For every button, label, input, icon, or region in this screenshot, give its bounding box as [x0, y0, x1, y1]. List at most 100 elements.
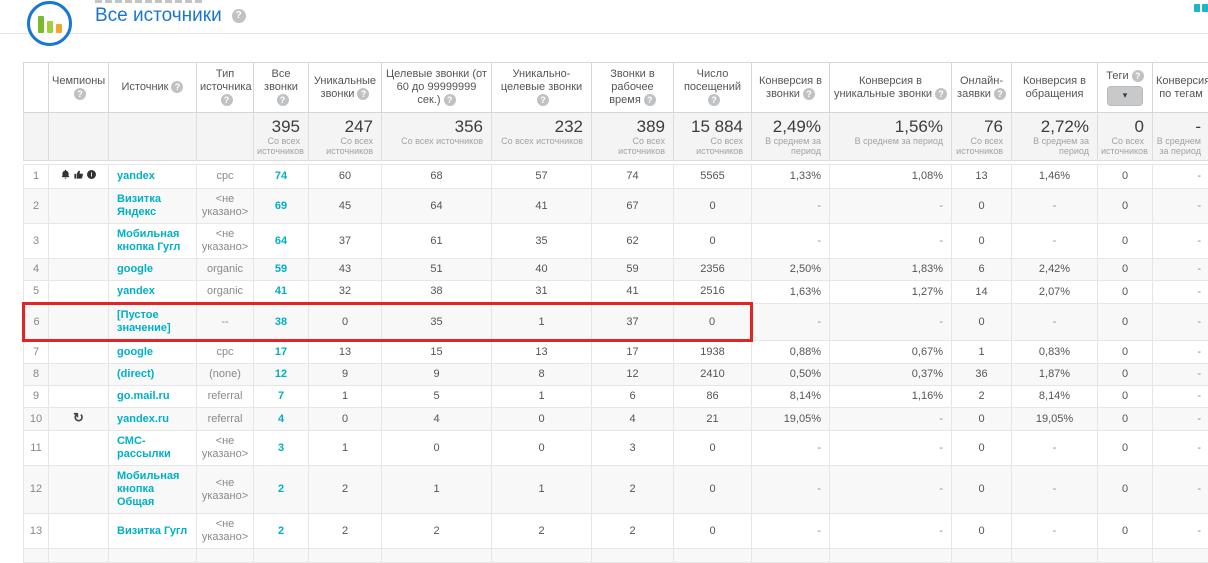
- bell-icon[interactable]: [60, 169, 71, 184]
- all-calls-link[interactable]: 74: [275, 170, 287, 182]
- info-icon[interactable]: i: [86, 169, 97, 184]
- cell-source[interactable]: yandex.ru: [109, 408, 197, 431]
- all-calls-link[interactable]: 2: [278, 525, 284, 537]
- help-icon[interactable]: ?: [74, 88, 86, 100]
- help-icon[interactable]: ?: [708, 94, 720, 106]
- source-link[interactable]: Визитка Яндекс: [117, 193, 161, 218]
- cell-conv_unique_calls: -: [830, 408, 952, 431]
- cell-champions: [49, 304, 109, 341]
- row-number: 10: [24, 408, 49, 431]
- column-label: Уникально-целевые звонки: [501, 68, 582, 93]
- summary-cell-champions: [49, 113, 109, 161]
- row-number: 6: [24, 304, 49, 341]
- all-calls-link[interactable]: 7: [278, 390, 284, 402]
- summary-value: 232: [495, 117, 583, 136]
- tags-filter-button[interactable]: ▾: [1107, 86, 1143, 106]
- all-calls-link[interactable]: 2: [278, 483, 284, 495]
- cell-source[interactable]: go.mail.ru: [109, 386, 197, 408]
- cell-source[interactable]: (direct): [109, 364, 197, 386]
- cell-all_calls[interactable]: 74: [254, 165, 309, 189]
- cell-all_calls[interactable]: 2: [254, 514, 309, 549]
- help-icon[interactable]: ?: [444, 94, 456, 106]
- cell-all_calls[interactable]: 12: [254, 364, 309, 386]
- all-calls-link[interactable]: 41: [275, 285, 287, 297]
- all-calls-link[interactable]: 17: [275, 346, 287, 358]
- source-link[interactable]: (direct): [117, 368, 154, 380]
- summary-cell-source: [109, 113, 197, 161]
- all-calls-link[interactable]: 4: [278, 413, 284, 425]
- source-link[interactable]: yandex: [117, 170, 155, 182]
- cell-conv_appeals: 1,87%: [1012, 364, 1098, 386]
- cell-unique_calls: 2: [309, 466, 382, 514]
- cell-source[interactable]: yandex: [109, 281, 197, 304]
- cell-source[interactable]: Визитка Яндекс: [109, 189, 197, 224]
- refresh-icon[interactable]: ↻: [73, 412, 84, 424]
- all-calls-link[interactable]: 69: [275, 200, 287, 212]
- cell-source[interactable]: СМС-рассылки: [109, 431, 197, 466]
- source-link[interactable]: Мобильная кнопка Общая: [117, 470, 179, 508]
- cell-source[interactable]: google: [109, 341, 197, 364]
- row-number: 4: [24, 259, 49, 281]
- help-icon[interactable]: ?: [935, 88, 947, 100]
- help-icon[interactable]: ?: [357, 88, 369, 100]
- source-link[interactable]: yandex: [117, 285, 155, 297]
- cell-source[interactable]: yandex: [109, 165, 197, 189]
- summary-caption: Со всех источников: [495, 136, 583, 146]
- cell-type: (none): [197, 364, 254, 386]
- cell-all_calls[interactable]: 4: [254, 408, 309, 431]
- column-label: Конверсия в уникальные звонки: [834, 75, 932, 100]
- cell-unique_calls: 45: [309, 189, 382, 224]
- help-icon[interactable]: ?: [537, 94, 549, 106]
- all-calls-link[interactable]: 12: [275, 368, 287, 380]
- cell-unique_calls: 13: [309, 341, 382, 364]
- source-link[interactable]: Визитка Гугл: [117, 525, 187, 537]
- cell-all_calls[interactable]: 2: [254, 466, 309, 514]
- help-icon[interactable]: ?: [277, 94, 289, 106]
- source-link[interactable]: google: [117, 346, 153, 358]
- orange-bar: [56, 24, 62, 33]
- cell-all_calls[interactable]: 17: [254, 341, 309, 364]
- cell-all_calls[interactable]: 64: [254, 224, 309, 259]
- column-header-type: Тип источника?: [197, 63, 254, 113]
- cell-unique_target_calls: 40: [492, 259, 592, 281]
- cell-champions: [49, 514, 109, 549]
- cell-source[interactable]: Мобильная кнопка Общая: [109, 466, 197, 514]
- cell-target_calls: 0: [382, 431, 492, 466]
- all-calls-link[interactable]: 64: [275, 235, 287, 247]
- cell-all_calls[interactable]: 41: [254, 281, 309, 304]
- cell-champions: [49, 364, 109, 386]
- source-link[interactable]: go.mail.ru: [117, 390, 170, 402]
- cell-source[interactable]: Мобильная кнопка Гугл: [109, 224, 197, 259]
- column-label: Число посещений: [684, 68, 741, 93]
- help-icon[interactable]: ?: [232, 9, 246, 23]
- cell-all_calls[interactable]: 7: [254, 386, 309, 408]
- source-link[interactable]: [Пустое значение]: [117, 309, 171, 334]
- help-icon[interactable]: ?: [803, 88, 815, 100]
- cell-source[interactable]: google: [109, 259, 197, 281]
- source-link[interactable]: yandex.ru: [117, 413, 169, 425]
- source-link[interactable]: google: [117, 263, 153, 275]
- all-calls-link[interactable]: 59: [275, 263, 287, 275]
- cell-all_calls[interactable]: 3: [254, 431, 309, 466]
- thumb-up-icon[interactable]: [73, 169, 84, 184]
- header-row: Чемпионы?Источник?Тип источника?Все звон…: [24, 63, 1208, 113]
- help-icon[interactable]: ?: [994, 88, 1006, 100]
- all-calls-link[interactable]: 38: [275, 316, 287, 328]
- cell-online_leads: 2: [952, 386, 1012, 408]
- cell-source[interactable]: Визитка Гугл: [109, 514, 197, 549]
- help-icon[interactable]: ?: [221, 94, 233, 106]
- source-link[interactable]: СМС-рассылки: [117, 435, 171, 460]
- cell-all_calls[interactable]: 38: [254, 304, 309, 341]
- cell-all_calls[interactable]: 59: [254, 259, 309, 281]
- all-calls-link[interactable]: 3: [278, 442, 284, 454]
- cell-all_calls[interactable]: 69: [254, 189, 309, 224]
- source-link[interactable]: Мобильная кнопка Гугл: [117, 228, 180, 253]
- help-icon[interactable]: ?: [644, 94, 656, 106]
- help-icon[interactable]: ?: [1132, 70, 1144, 82]
- top-right-icon[interactable]: [1194, 4, 1208, 12]
- help-icon[interactable]: ?: [171, 81, 183, 93]
- light-green-bar: [47, 21, 53, 33]
- column-header-unique_calls: Уникальные звонки?: [309, 63, 382, 113]
- cell-source[interactable]: [Пустое значение]: [109, 304, 197, 341]
